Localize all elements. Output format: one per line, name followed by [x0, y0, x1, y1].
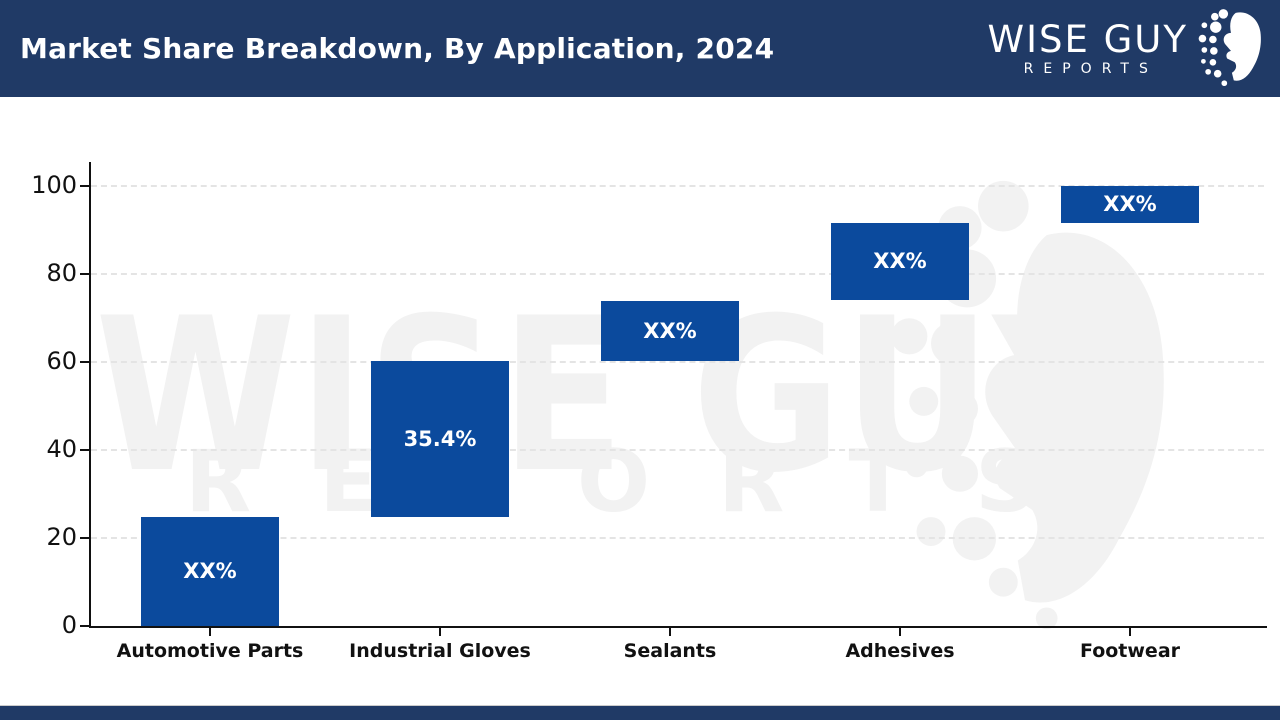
bar-segment: XX%: [831, 223, 969, 300]
y-tick-label: 80: [46, 259, 77, 287]
bar-value-label: XX%: [643, 318, 697, 343]
bar-value-label: XX%: [183, 559, 237, 584]
x-category-label: Industrial Gloves: [349, 640, 531, 662]
brand-logo: WISE GUY REPORTS: [988, 0, 1268, 97]
x-category-label: Adhesives: [845, 640, 955, 662]
x-axis-line: [89, 626, 1267, 628]
brand-face-dots-icon: [1198, 8, 1261, 86]
x-tick-mark: [209, 628, 211, 636]
y-tick-mark: [80, 625, 89, 627]
y-tick-label: 100: [31, 171, 77, 199]
bar-segment: XX%: [1061, 186, 1199, 223]
y-axis-line: [89, 162, 91, 627]
brand-name: WISE GUY: [987, 17, 1188, 61]
bar-segment: XX%: [141, 516, 279, 626]
x-category-label: Sealants: [623, 640, 717, 662]
y-tick-label: 20: [46, 523, 77, 551]
x-tick-mark: [899, 628, 901, 636]
gridline: [91, 185, 1264, 187]
bar-segment: XX%: [601, 300, 739, 362]
bar-segment: 35.4%: [371, 361, 509, 517]
x-category-label: Footwear: [1079, 640, 1181, 662]
page-title: Market Share Breakdown, By Application, …: [20, 32, 775, 65]
y-tick-mark: [80, 449, 89, 451]
x-tick-mark: [669, 628, 671, 636]
y-tick-label: 60: [46, 347, 77, 375]
gridline: [91, 361, 1264, 363]
x-tick-mark: [439, 628, 441, 636]
gridline: [91, 537, 1264, 539]
brand-subtitle: REPORTS: [1023, 60, 1158, 77]
gridline: [91, 273, 1264, 275]
header-bar: Market Share Breakdown, By Application, …: [0, 0, 1280, 97]
y-tick-mark: [80, 537, 89, 539]
x-tick-mark: [1129, 628, 1131, 636]
gridline: [91, 449, 1264, 451]
bar-value-label: XX%: [1103, 192, 1157, 217]
y-tick-mark: [80, 273, 89, 275]
x-category-label: Automotive Parts: [116, 640, 304, 662]
brand-logo-text: WISE GUY REPORTS: [987, 17, 1188, 77]
y-tick-label: 0: [61, 611, 77, 639]
y-tick-mark: [80, 361, 89, 363]
y-tick-mark: [80, 185, 89, 187]
bar-value-label: 35.4%: [403, 426, 477, 451]
watermark-reports-text: REPORTS: [185, 432, 1106, 532]
footer-bar: [0, 705, 1280, 720]
y-tick-label: 40: [46, 435, 77, 463]
bar-value-label: XX%: [873, 249, 927, 274]
